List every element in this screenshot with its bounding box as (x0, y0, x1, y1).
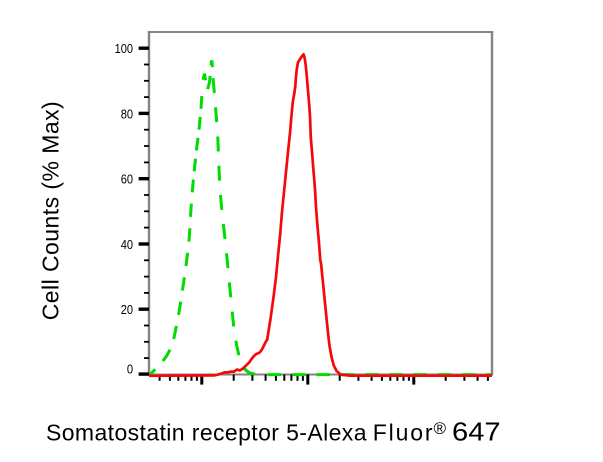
svg-text:80: 80 (121, 106, 133, 121)
svg-text:20: 20 (121, 302, 133, 317)
svg-text:Fluor: Fluor (373, 419, 433, 445)
svg-text:40: 40 (121, 237, 133, 252)
svg-text:®: ® (434, 419, 447, 438)
svg-text:0: 0 (127, 362, 133, 377)
svg-text:100: 100 (115, 41, 133, 56)
svg-text:Somatostatin receptor 5-Alexa: Somatostatin receptor 5-Alexa (46, 419, 367, 445)
svg-text:60: 60 (121, 172, 133, 187)
svg-text:647: 647 (452, 416, 501, 446)
svg-text:Cell Counts (% Max): Cell Counts (% Max) (37, 101, 63, 320)
